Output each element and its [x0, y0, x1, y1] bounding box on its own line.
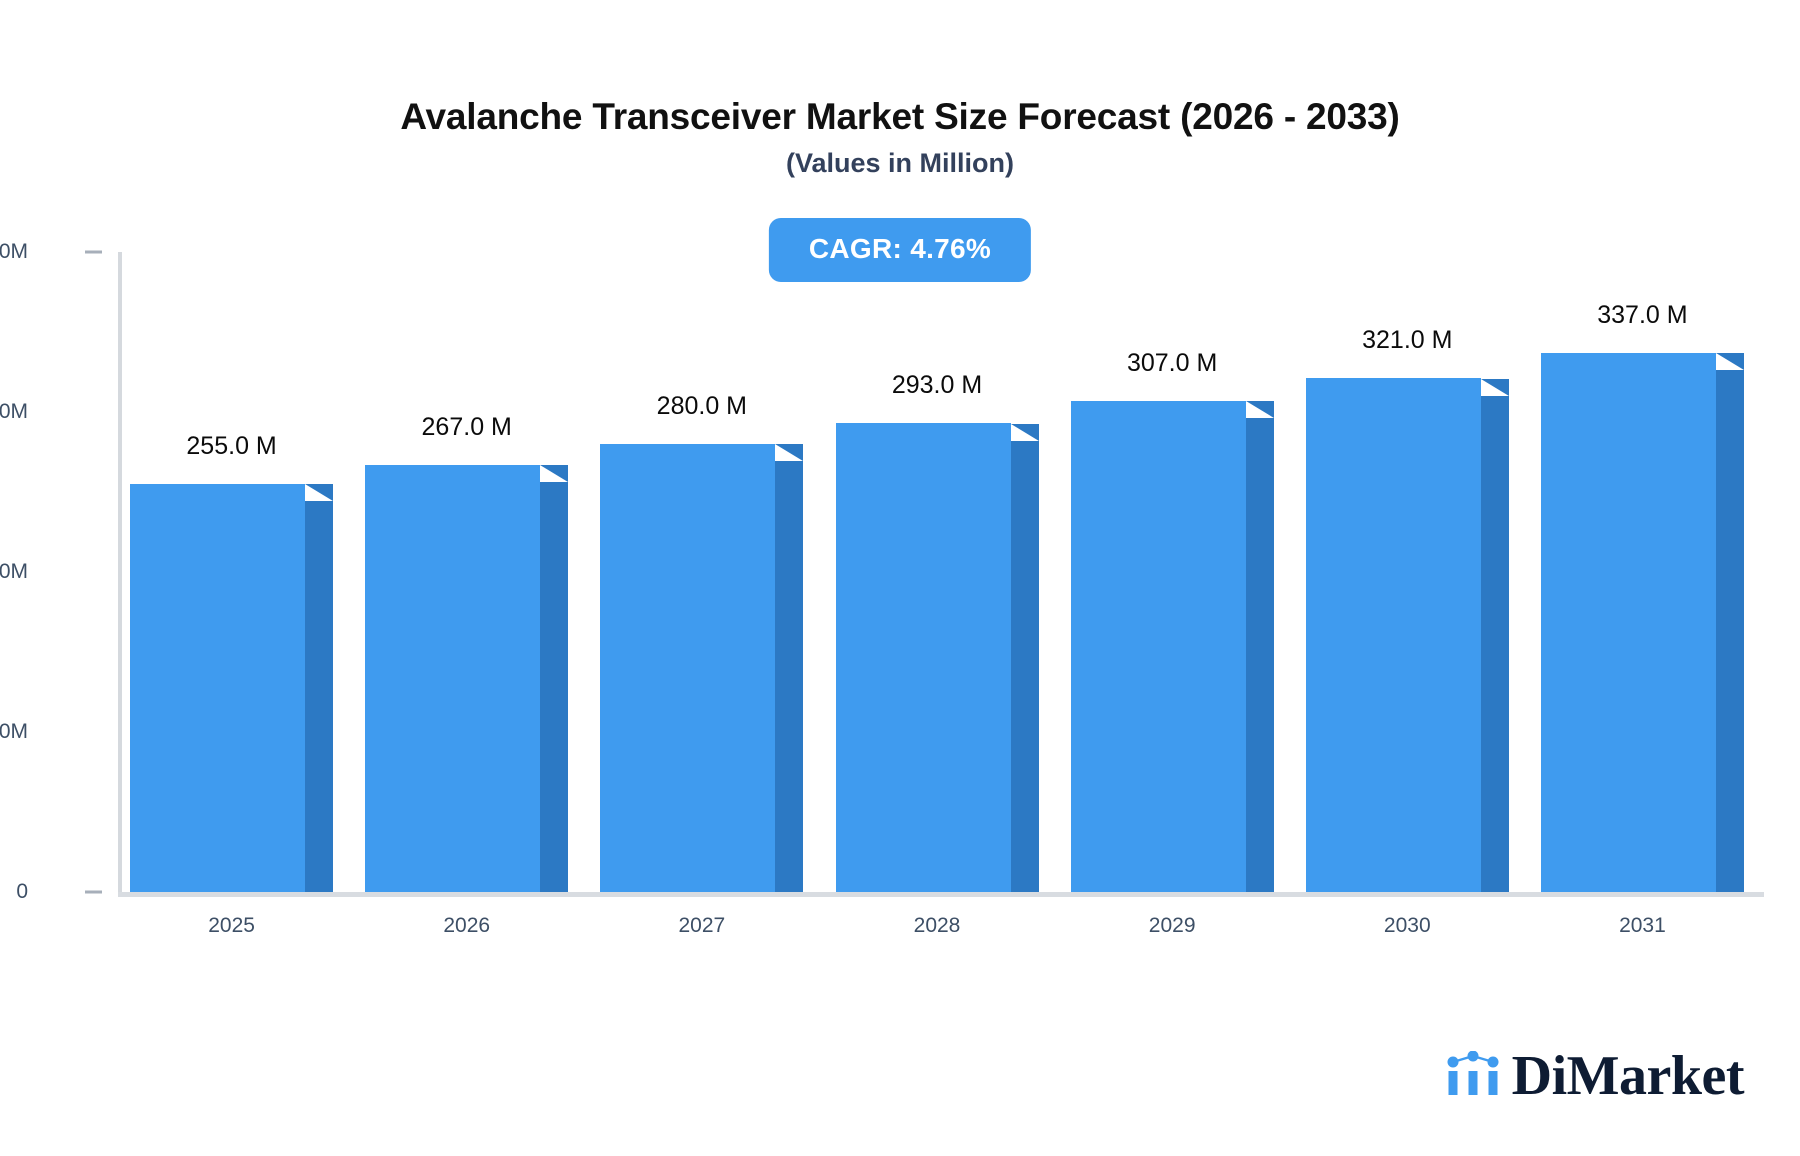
bar-side-face: [1245, 418, 1274, 892]
bar-front-face: [1305, 378, 1481, 892]
bar-value-label: 337.0 M: [1597, 300, 1688, 329]
x-axis-tick-label: 2029: [1148, 914, 1196, 937]
y-axis-tick-label: 0: [16, 880, 28, 903]
x-axis-tick-label: 2031: [1619, 914, 1666, 937]
bar-side-face: [1715, 370, 1744, 892]
bar-front-face: [1540, 352, 1716, 892]
bar-front-face: [1070, 400, 1246, 892]
logo-text: DiMarket: [1511, 1045, 1745, 1107]
bar-value-label: 280.0 M: [656, 392, 748, 420]
bar-top-face: [1480, 378, 1509, 396]
y-axis-tick-label: 200.0M: [0, 560, 28, 583]
x-axis-tick-label: 2028: [913, 914, 961, 937]
dimarket-logo: DiMarket: [1446, 1045, 1745, 1107]
bar-side-face: [1480, 395, 1509, 892]
bar-top-face: [305, 484, 334, 502]
y-axis-tick-mark: [85, 890, 102, 894]
x-axis-tick-label: 2025: [208, 914, 255, 937]
cagr-badge: CAGR: 4.76%: [768, 218, 1032, 282]
bar-side-face: [775, 461, 804, 892]
x-axis-tick-label: 2026: [443, 914, 491, 937]
bar-value-label: 267.0 M: [421, 412, 512, 441]
bar-front-face: [835, 423, 1011, 892]
chart-subtitle: (Values in Million): [785, 148, 1015, 178]
bar-chart-icon: [1446, 1050, 1500, 1102]
x-axis-tick-label: 2027: [678, 914, 726, 937]
bar-top-face: [1245, 401, 1274, 419]
bar-top-face: [1010, 423, 1039, 441]
bar[interactable]: [1305, 378, 1509, 892]
y-axis-tick-mark: [85, 250, 102, 254]
bar-side-face: [1010, 440, 1039, 892]
bar-front-face: [130, 484, 306, 892]
bar-top-face: [540, 465, 569, 483]
bar-top-face: [1715, 353, 1744, 371]
bar[interactable]: [130, 484, 334, 892]
bar-value-label: 293.0 M: [891, 371, 983, 400]
bar[interactable]: [835, 423, 1039, 892]
x-axis-line: [118, 892, 1764, 897]
bar[interactable]: [1540, 352, 1744, 892]
bar-front-face: [365, 464, 541, 892]
bar[interactable]: [600, 444, 804, 892]
y-axis-tick-label: 400.0M: [0, 240, 28, 263]
plot-area: 0 100.0M 200.0M 300.0M 400.0M 255.0 M 267.0 M…: [0, 240, 1764, 937]
bar-top-face: [775, 444, 804, 462]
y-axis-line: [118, 252, 122, 892]
bar-side-face: [305, 501, 334, 892]
x-axis-tick-label: 2030: [1383, 914, 1431, 937]
bar-value-label: 255.0 M: [186, 432, 277, 460]
bar[interactable]: [365, 464, 569, 892]
chart-title: Avalanche Transceiver Market Size Foreca…: [400, 96, 1400, 137]
bar-value-label: 321.0 M: [1362, 326, 1453, 355]
y-axis-tick-label: 100.0M: [0, 720, 28, 743]
y-axis-tick-label: 300.0M: [0, 400, 28, 423]
bar-side-face: [540, 482, 569, 892]
bar-front-face: [600, 444, 776, 892]
bar[interactable]: [1070, 400, 1274, 892]
bar-value-label: 307.0 M: [1126, 348, 1218, 377]
